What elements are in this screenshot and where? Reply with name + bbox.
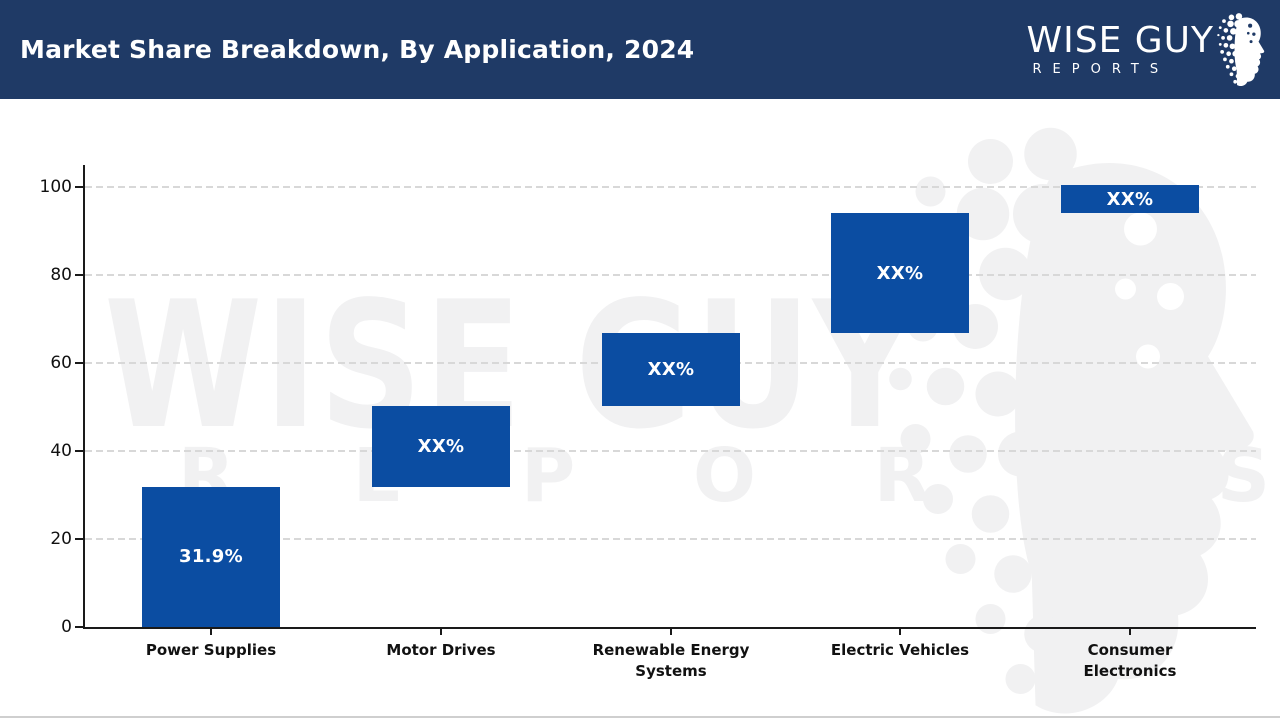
x-tick-mark-0 [210, 629, 212, 635]
y-tick-mark-20 [75, 538, 83, 540]
bottom-divider [0, 716, 1280, 718]
y-tick-mark-80 [75, 274, 83, 276]
x-tick-mark-4 [1129, 629, 1131, 635]
y-tick-mark-100 [75, 186, 83, 188]
bar-electric-vehicles: XX% [831, 213, 969, 334]
y-tick-label-60: 60 [50, 353, 72, 373]
x-tick-mark-1 [440, 629, 442, 635]
brand-subtitle: REPORTS [1032, 62, 1170, 77]
gridline-80 [85, 274, 1256, 276]
y-tick-label-40: 40 [50, 441, 72, 461]
x-axis [83, 627, 1256, 629]
header-bar: Market Share Breakdown, By Application, … [0, 0, 1280, 99]
brand-name: WISE GUY [1026, 20, 1214, 61]
bar-value-label: XX% [647, 359, 695, 381]
bar-value-label: XX% [876, 262, 924, 284]
watermark-wiseguy-text: WISE GUY [104, 265, 919, 468]
bar-renewable-energy-systems: XX% [602, 333, 740, 407]
wiseguy-head-icon [1217, 12, 1265, 86]
y-tick-mark-40 [75, 450, 83, 452]
y-axis [83, 165, 85, 629]
brand-wordmark: WISE GUY REPORTS [1026, 20, 1215, 77]
chart-area: WISE GUY R E P O R T S 31.9% XX% XX% XX% XX%… [0, 99, 1280, 716]
x-tick-mark-3 [899, 629, 901, 635]
bar-consumer-electronics: XX% [1061, 185, 1199, 214]
y-tick-mark-0 [75, 626, 83, 628]
page-title: Market Share Breakdown, By Application, … [20, 35, 695, 64]
bar-value-label: XX% [1106, 188, 1154, 210]
bar-value-label: XX% [417, 435, 465, 457]
x-category-label: Consumer Electronics [1083, 641, 1177, 680]
y-tick-label-100: 100 [39, 177, 72, 197]
y-tick-label-20: 20 [50, 529, 72, 549]
brand-logo: WISE GUY REPORTS [1027, 10, 1267, 90]
bar-power-supplies: 31.9% [142, 486, 280, 627]
gridline-100 [85, 186, 1256, 188]
gridline-40 [85, 450, 1256, 452]
x-category-label: Power Supplies [145, 641, 277, 659]
x-category-label: Motor Drives [386, 641, 496, 659]
waterfall-chart: 31.9% XX% XX% XX% XX% 0 20 40 60 80 100 Power Suppl… [0, 99, 1280, 716]
x-category-label: Electric Vehicles [830, 641, 970, 659]
y-tick-label-0: 0 [61, 617, 72, 637]
gridline-20 [85, 538, 1256, 540]
bar-motor-drives: XX% [372, 406, 510, 487]
x-category-label: Renewable Energy Systems [592, 641, 750, 680]
x-tick-mark-2 [670, 629, 672, 635]
y-tick-label-80: 80 [50, 265, 72, 285]
bar-value-label: 31.9% [179, 546, 243, 568]
y-tick-mark-60 [75, 362, 83, 364]
